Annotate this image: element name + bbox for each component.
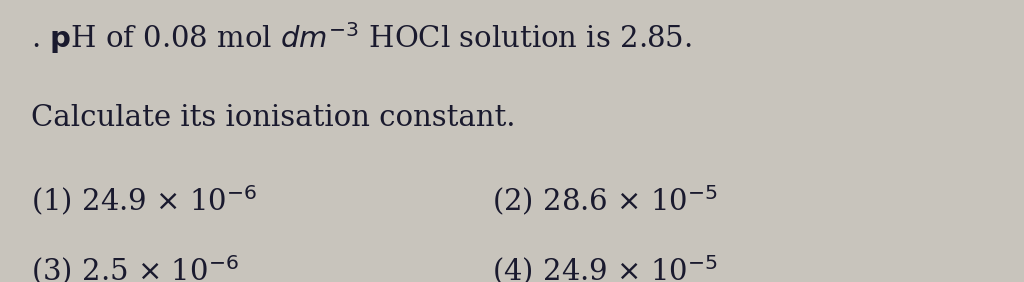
Text: Calculate its ionisation constant.: Calculate its ionisation constant.	[31, 104, 515, 132]
Text: (1) 24.9 $\times$ 10$^{-6}$: (1) 24.9 $\times$ 10$^{-6}$	[31, 183, 257, 217]
Text: (2) 28.6 $\times$ 10$^{-5}$: (2) 28.6 $\times$ 10$^{-5}$	[492, 183, 718, 217]
Text: . $\bf{p}$H of 0.08 mol $dm^{-3}$ HOCl solution is 2.85.: . $\bf{p}$H of 0.08 mol $dm^{-3}$ HOCl s…	[31, 20, 691, 56]
Text: (4) 24.9 $\times$ 10$^{-5}$: (4) 24.9 $\times$ 10$^{-5}$	[492, 254, 718, 282]
Text: (3) 2.5 $\times$ 10$^{-6}$: (3) 2.5 $\times$ 10$^{-6}$	[31, 254, 239, 282]
